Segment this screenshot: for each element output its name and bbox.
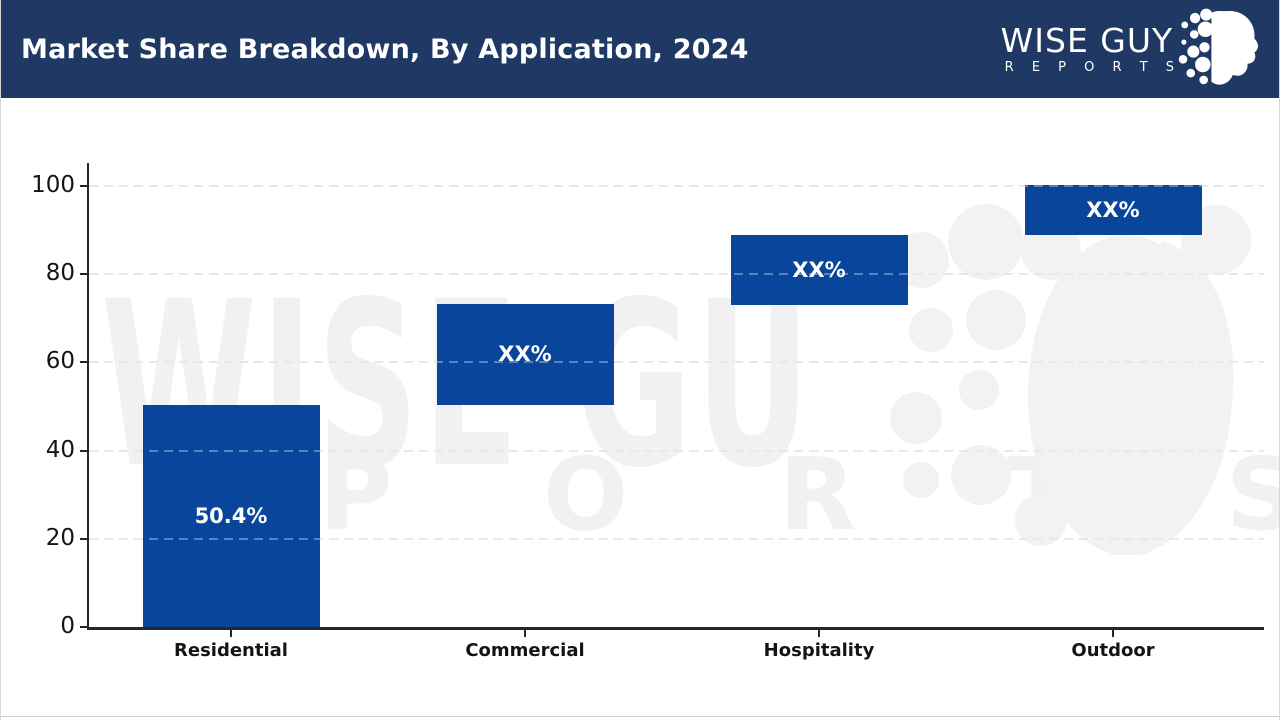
gridline-100 xyxy=(89,185,1264,187)
bar-value-label: XX% xyxy=(498,342,552,367)
y-tick-100 xyxy=(80,185,87,187)
gridline-20 xyxy=(89,537,1264,540)
gridline-overlay-100 xyxy=(89,185,1264,187)
x-tick-hospitality xyxy=(818,630,820,637)
gridline-overlay-60 xyxy=(89,361,1264,364)
y-tick-60 xyxy=(80,361,87,364)
x-tick-label-outdoor: Outdoor xyxy=(1071,640,1155,661)
y-tick-80 xyxy=(80,273,87,276)
logo-wordmark: WISE GUY xyxy=(1000,21,1174,60)
y-tick-label-40: 40 xyxy=(45,436,75,463)
x-axis-spine xyxy=(87,627,1264,630)
bottom-border xyxy=(1,716,1279,717)
y-tick-label-20: 20 xyxy=(45,524,75,551)
logo-subtitle: R E P O R T S xyxy=(1004,60,1181,75)
y-tick-label-100: 100 xyxy=(31,172,75,198)
bar-outdoor: XX% xyxy=(1024,184,1202,236)
bar-hospitality: XX% xyxy=(730,234,908,306)
bar-commercial: XX% xyxy=(436,304,614,405)
y-tick-20 xyxy=(80,537,87,540)
header-bar: Market Share Breakdown, By Application, … xyxy=(1,0,1279,98)
gridline-overlay-20 xyxy=(89,537,1264,540)
x-tick-label-commercial: Commercial xyxy=(465,640,585,661)
y-tick-label-80: 80 xyxy=(45,260,75,287)
y-tick-40 xyxy=(80,449,87,452)
bar-value-label: XX% xyxy=(1086,198,1140,223)
gridline-80 xyxy=(89,273,1264,276)
x-tick-commercial xyxy=(524,630,526,637)
gridline-40 xyxy=(89,449,1264,452)
dotted-head-icon xyxy=(1178,8,1258,85)
x-tick-label-hospitality: Hospitality xyxy=(763,640,875,661)
gridline-overlay-40 xyxy=(89,449,1264,452)
bar-value-label: XX% xyxy=(792,257,846,282)
x-tick-residential xyxy=(230,630,232,637)
y-tick-label-0: 0 xyxy=(60,613,75,639)
y-tick-label-60: 60 xyxy=(45,348,75,375)
gridline-60 xyxy=(89,361,1264,364)
y-tick-0 xyxy=(80,626,87,628)
y-axis-spine xyxy=(87,163,89,629)
brand-logo: WISE GUY R E P O R T S xyxy=(1001,6,1263,92)
bar-value-label: 50.4% xyxy=(194,503,268,528)
logo-wordmark-block: WISE GUY R E P O R T S xyxy=(1001,24,1181,74)
page-title: Market Share Breakdown, By Application, … xyxy=(21,33,749,65)
bar-residential: 50.4% xyxy=(142,404,320,627)
gridline-overlay-80 xyxy=(89,273,1264,276)
x-tick-outdoor xyxy=(1112,630,1114,637)
x-tick-label-residential: Residential xyxy=(174,640,288,661)
